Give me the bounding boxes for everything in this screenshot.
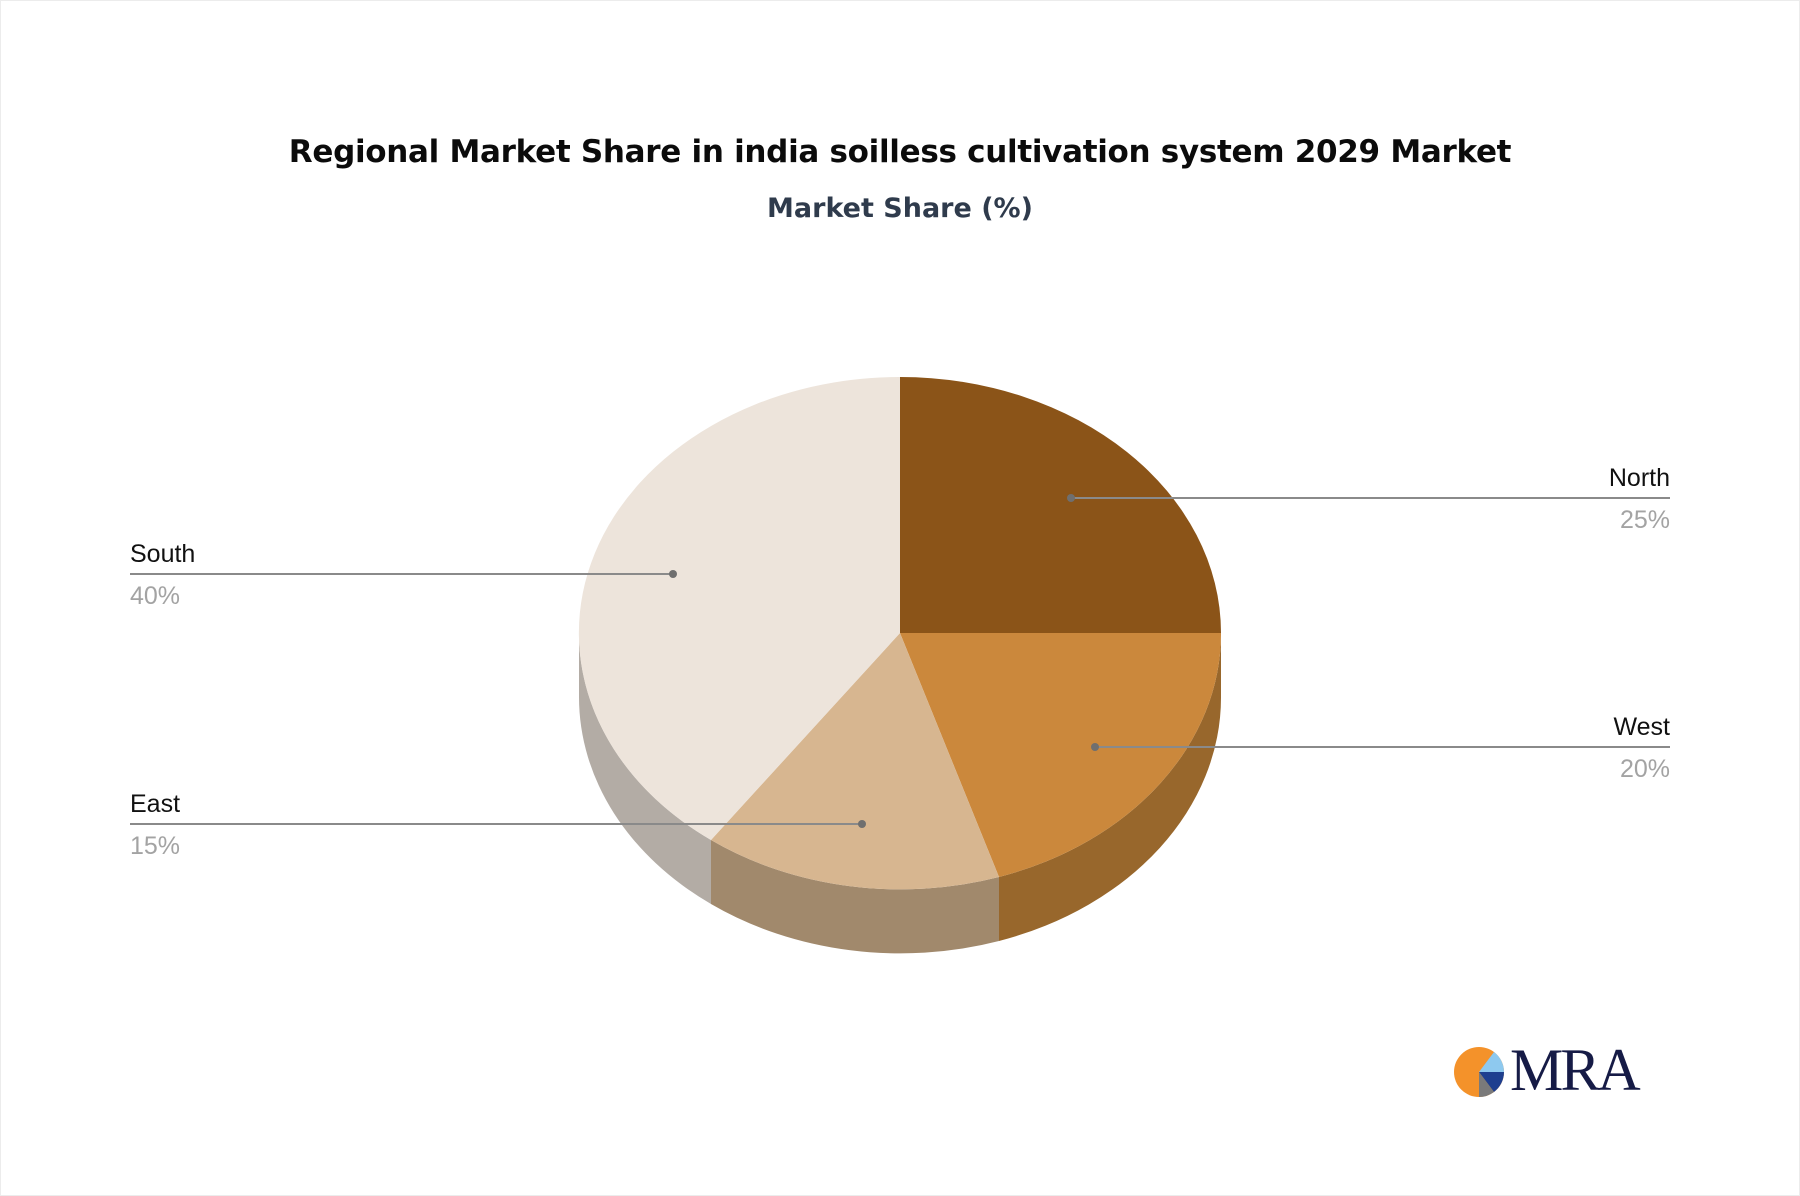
label-south-name: South — [130, 540, 195, 568]
mra-logo: MRA — [1450, 1040, 1650, 1100]
slice-west-side — [999, 633, 1222, 941]
leader-lines — [130, 497, 1670, 825]
label-north-value: 25% — [1620, 506, 1670, 534]
leader-dot-west — [1091, 743, 1099, 751]
slice-south[interactable] — [578, 376, 900, 840]
leader-dots — [669, 494, 1099, 828]
label-south-value: 40% — [130, 582, 180, 610]
slice-west[interactable] — [900, 633, 1222, 877]
leader-dot-north — [1067, 494, 1075, 502]
pie-top — [578, 376, 1222, 890]
slice-north[interactable] — [900, 377, 1221, 633]
slice-east[interactable] — [711, 633, 999, 890]
label-west-value: 20% — [1620, 755, 1670, 783]
label-east-name: East — [130, 790, 180, 818]
slice-south-side — [579, 633, 711, 904]
pie-sides — [579, 633, 1222, 954]
label-north-name: North — [1609, 464, 1670, 492]
chart-subtitle: Market Share (%) — [767, 193, 1033, 224]
leader-dot-east — [858, 820, 866, 828]
slice-east-side — [711, 840, 999, 954]
logo-text: MRA — [1510, 1037, 1641, 1103]
chart-title: Regional Market Share in india soilless … — [288, 134, 1512, 170]
label-east-value: 15% — [130, 832, 180, 860]
leader-dot-south — [669, 570, 677, 578]
logo-pie-icon — [1454, 1047, 1504, 1097]
label-west-name: West — [1614, 713, 1671, 741]
